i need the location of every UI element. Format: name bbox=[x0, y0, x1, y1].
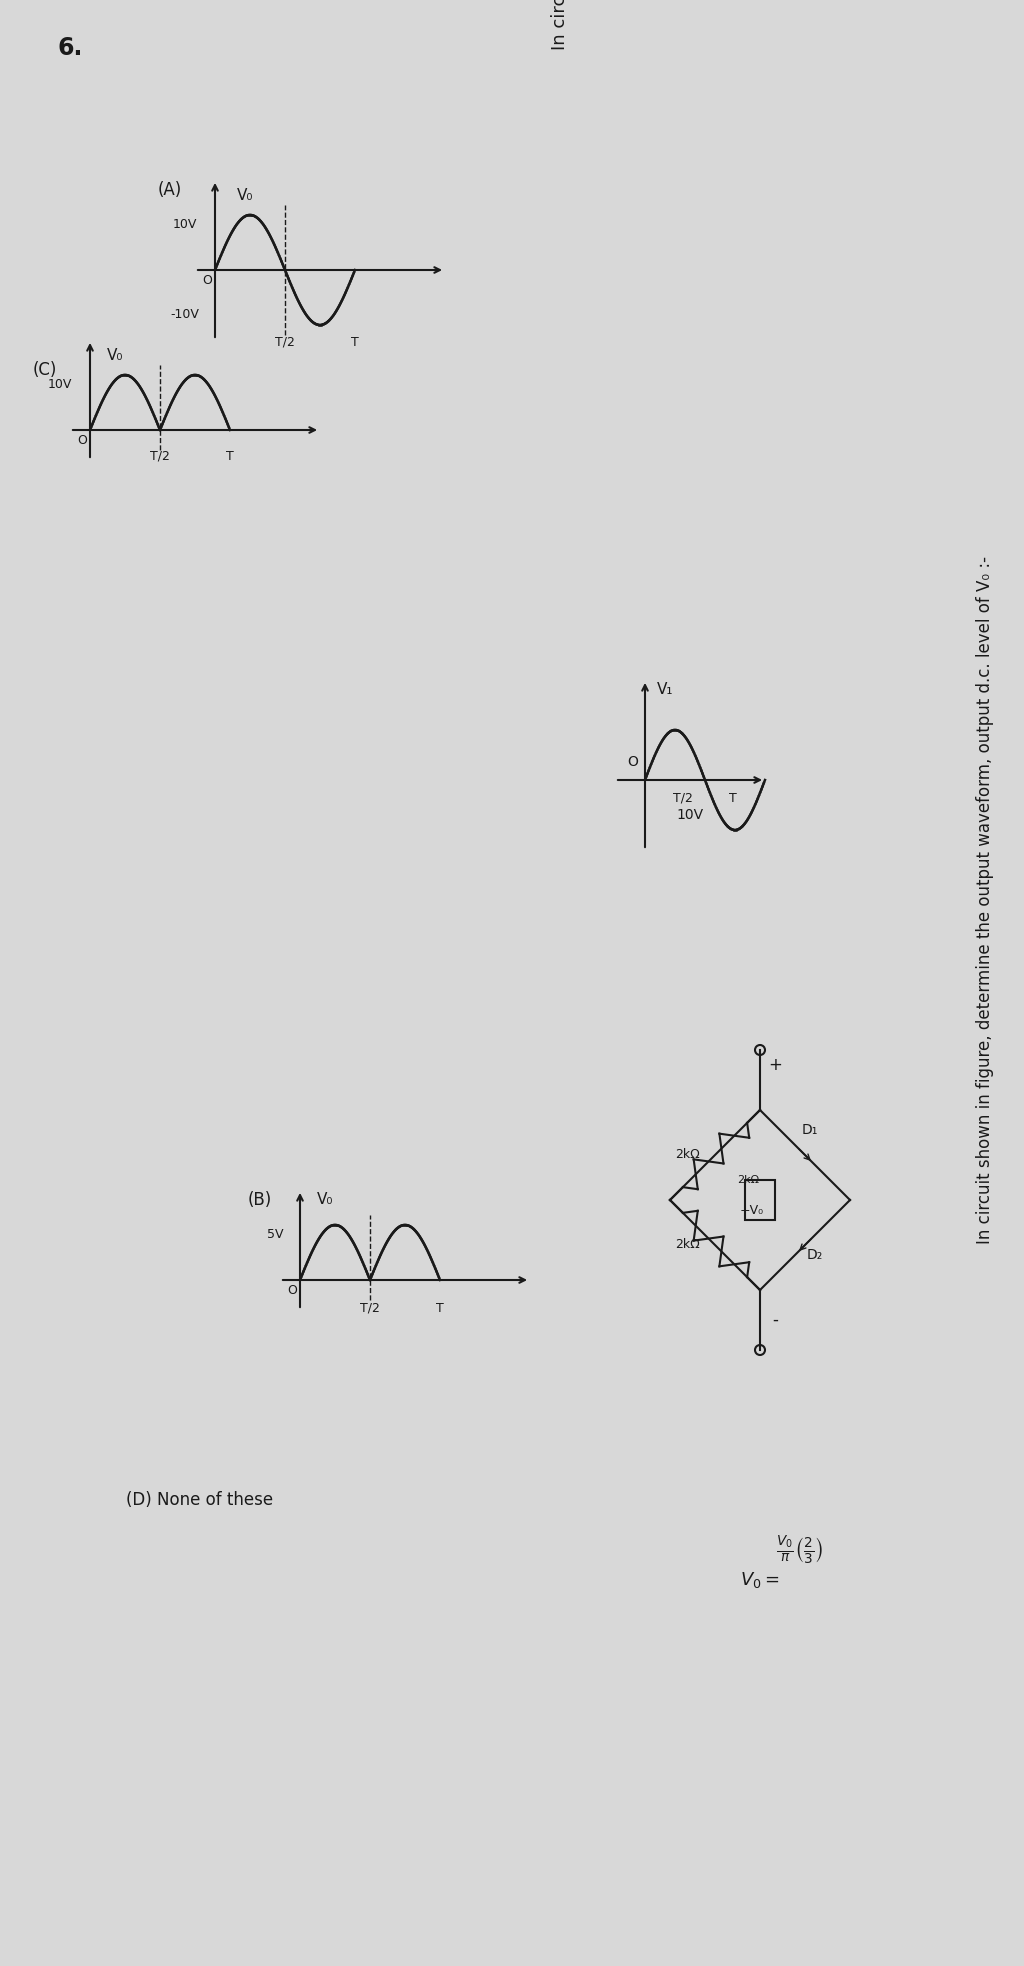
Text: In circuit shown in figure, determine the output waveform, output d.c. level of : In circuit shown in figure, determine th… bbox=[976, 556, 994, 1244]
Text: 5V: 5V bbox=[266, 1229, 284, 1241]
Text: $V_0 =$: $V_0 =$ bbox=[740, 1571, 779, 1590]
Text: O: O bbox=[202, 273, 212, 287]
Text: 10V: 10V bbox=[173, 218, 198, 232]
Text: V₀: V₀ bbox=[106, 348, 123, 362]
Text: 2kΩ: 2kΩ bbox=[737, 1176, 759, 1185]
Text: V₀: V₀ bbox=[237, 187, 253, 202]
Text: T: T bbox=[351, 336, 358, 348]
Text: (B): (B) bbox=[248, 1191, 272, 1209]
Text: 10V: 10V bbox=[677, 808, 703, 822]
Text: +V₀: +V₀ bbox=[740, 1203, 764, 1217]
Text: 6.: 6. bbox=[57, 35, 83, 61]
Text: In circuit shown in figure, determine the output waveform, output d.c. level of : In circuit shown in figure, determine th… bbox=[551, 0, 569, 49]
Text: T: T bbox=[729, 792, 737, 804]
Text: +: + bbox=[768, 1056, 782, 1073]
Text: 2kΩ: 2kΩ bbox=[675, 1148, 699, 1162]
Text: O: O bbox=[77, 433, 87, 446]
Text: (C): (C) bbox=[33, 362, 57, 379]
Text: 10V: 10V bbox=[48, 379, 72, 391]
Text: D₂: D₂ bbox=[807, 1248, 823, 1262]
Text: 2kΩ: 2kΩ bbox=[675, 1239, 699, 1252]
Bar bbox=[745, 1180, 775, 1221]
Text: V₁: V₁ bbox=[656, 682, 673, 698]
Text: O: O bbox=[287, 1284, 297, 1296]
Text: -10V: -10V bbox=[171, 309, 200, 322]
Text: T/2: T/2 bbox=[360, 1301, 380, 1315]
Text: (D) None of these: (D) None of these bbox=[126, 1490, 273, 1510]
Text: T/2: T/2 bbox=[275, 336, 295, 348]
Text: T/2: T/2 bbox=[673, 792, 693, 804]
Text: O: O bbox=[628, 755, 638, 769]
Text: -: - bbox=[772, 1311, 778, 1329]
Text: V₀: V₀ bbox=[316, 1193, 333, 1207]
Text: $\frac{V_0}{\pi}\left(\frac{2}{3}\right)$: $\frac{V_0}{\pi}\left(\frac{2}{3}\right)… bbox=[776, 1533, 823, 1567]
Text: D₁: D₁ bbox=[802, 1123, 818, 1136]
Text: T: T bbox=[436, 1301, 443, 1315]
Text: (A): (A) bbox=[158, 181, 182, 199]
Text: T/2: T/2 bbox=[151, 450, 170, 462]
Text: T: T bbox=[226, 450, 233, 462]
